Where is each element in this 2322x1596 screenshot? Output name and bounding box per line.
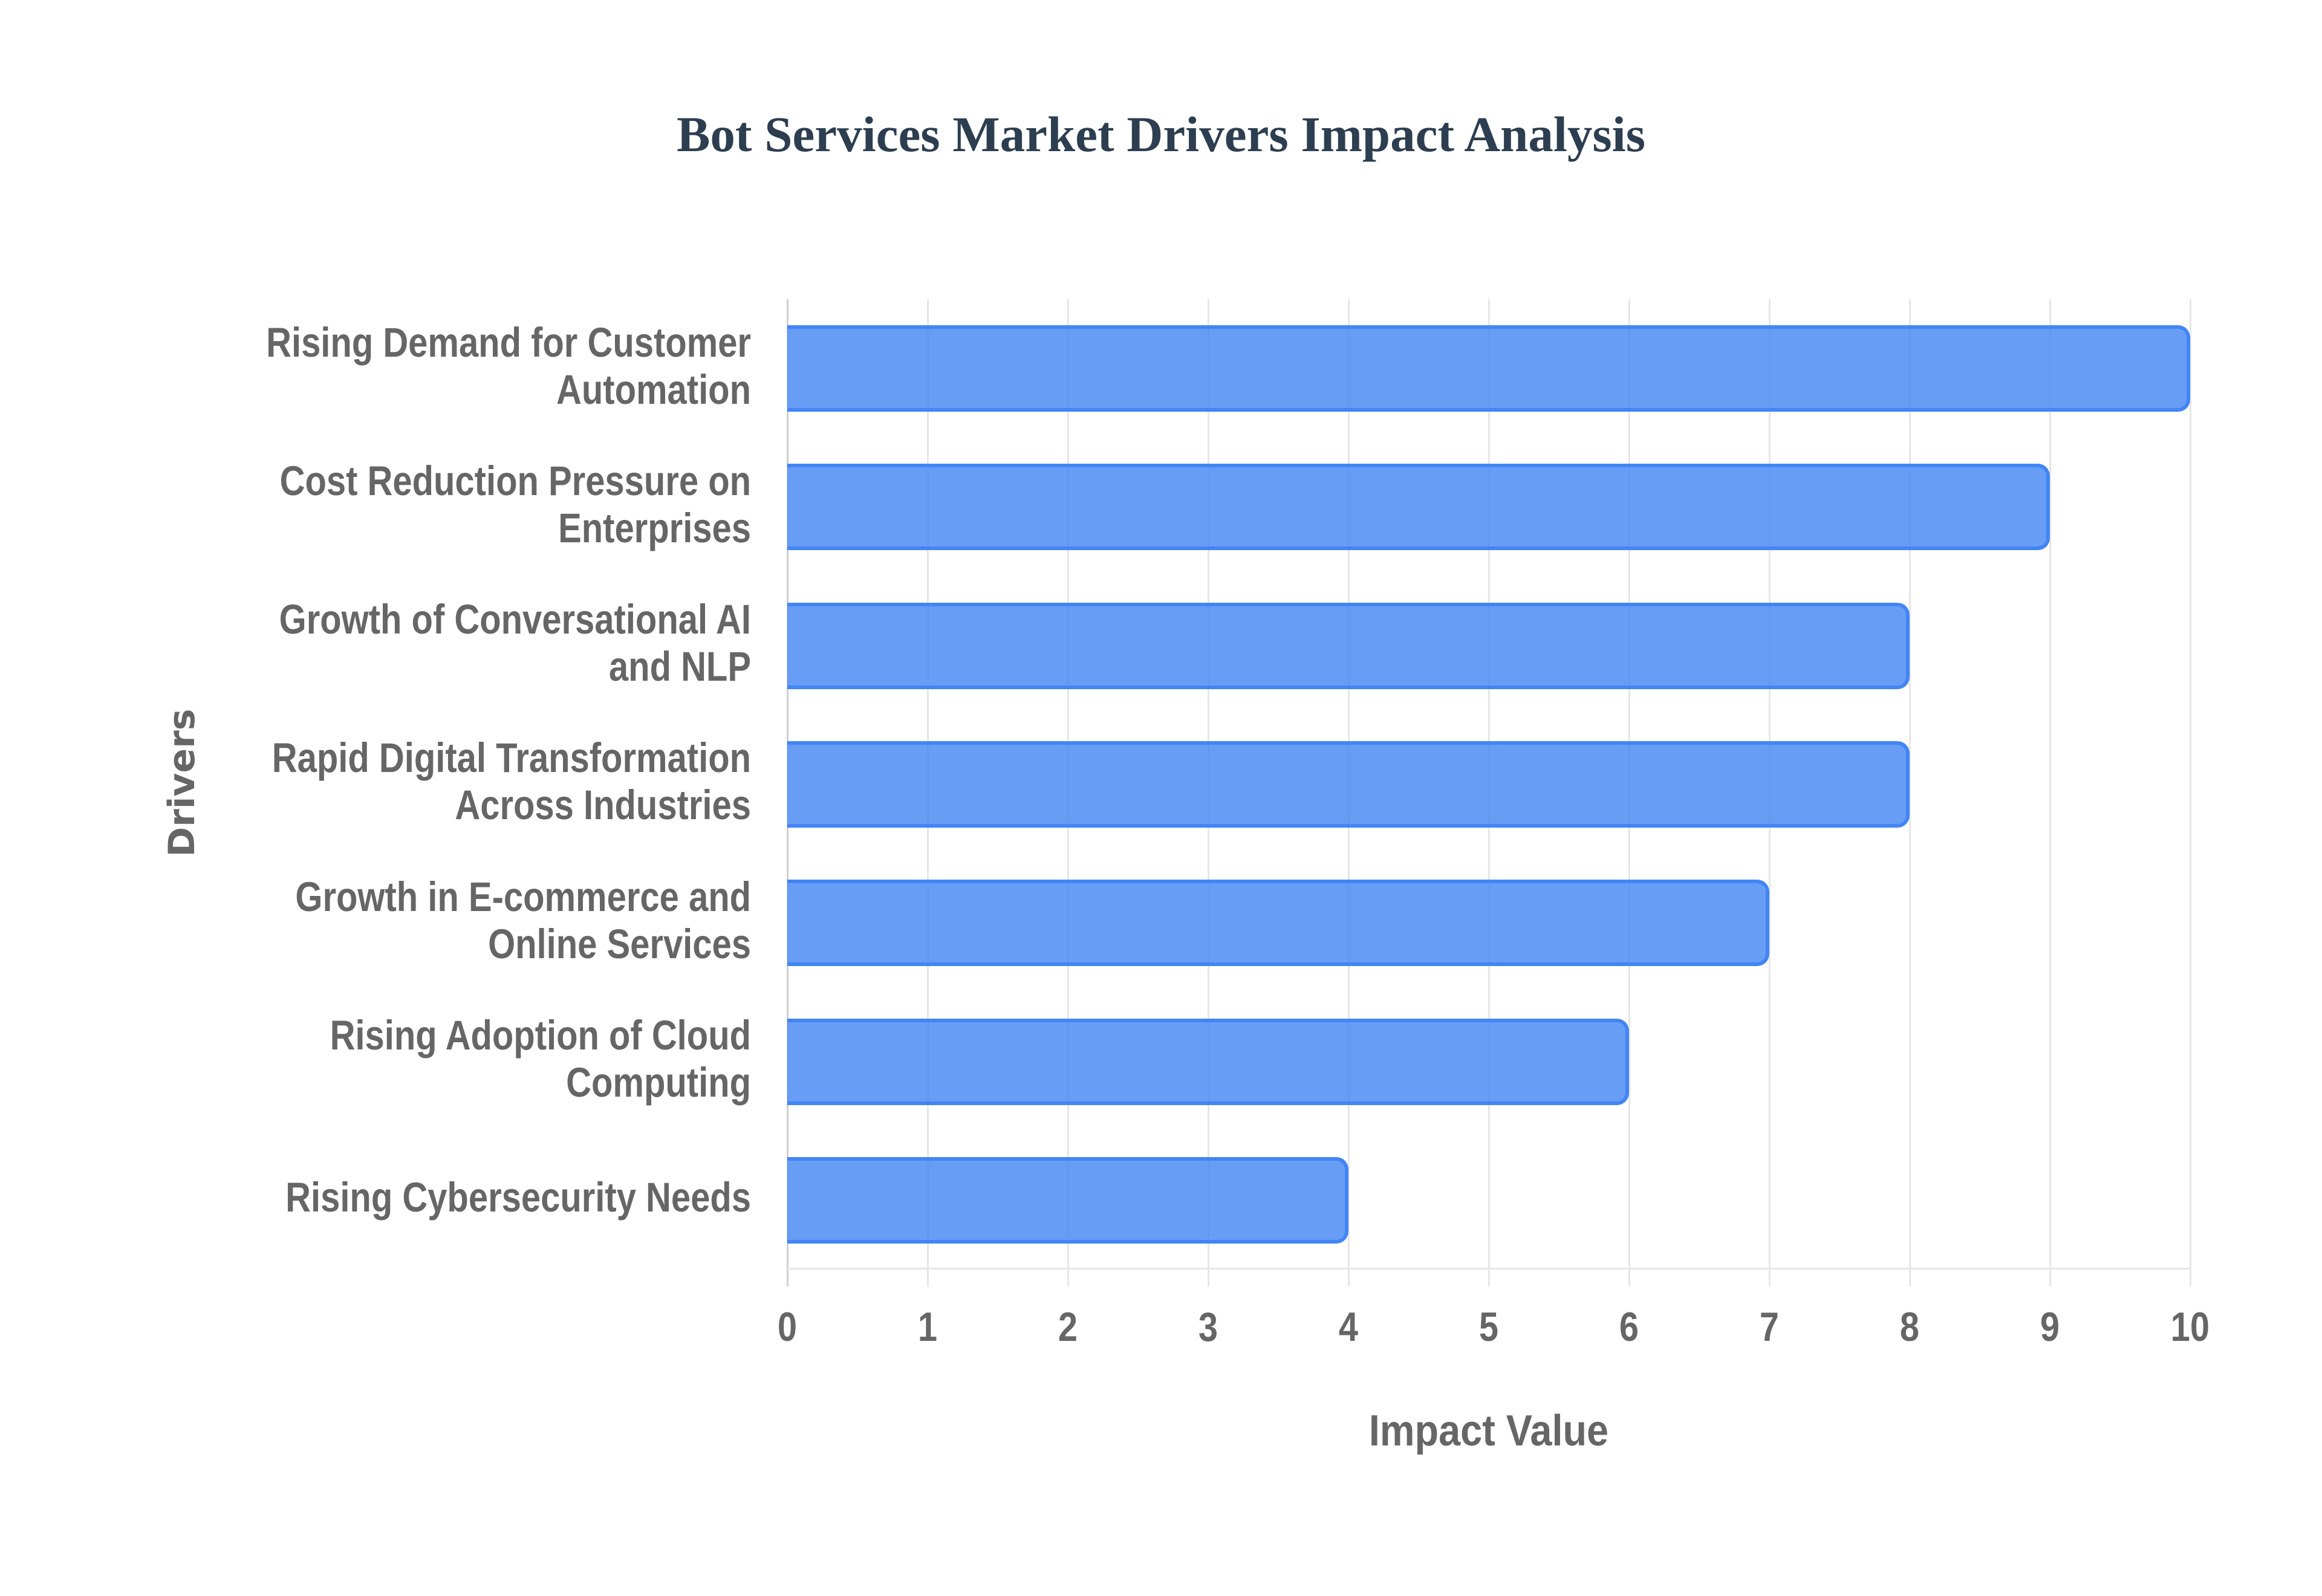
x-tick-text: 7	[1759, 1304, 1780, 1350]
bar[interactable]	[787, 1156, 1348, 1244]
gridline	[1909, 299, 1911, 1286]
x-tick-text: 8	[1899, 1304, 1920, 1350]
bar[interactable]	[787, 1018, 1629, 1105]
bar[interactable]	[787, 741, 1910, 828]
x-tick-text: 9	[2040, 1304, 2060, 1350]
x-tick-label: 7	[1709, 1303, 1830, 1351]
x-tick-label: 3	[1148, 1303, 1269, 1351]
y-tick-label: Rapid Digital Transformation Across Indus…	[86, 735, 751, 829]
y-tick-label: Rising Adoption of Cloud Computing	[86, 1012, 751, 1106]
bar[interactable]	[787, 325, 2190, 412]
gridline	[2190, 299, 2191, 1286]
y-tick-label-line: Growth in E-commerce and	[295, 873, 751, 920]
y-tick-label-line: Rapid Digital Transformation	[272, 735, 751, 782]
x-tick-label: 1	[867, 1303, 988, 1351]
x-tick-label: 0	[727, 1303, 848, 1351]
x-tick-text: 5	[1478, 1304, 1499, 1350]
x-tick-text: 2	[1058, 1304, 1078, 1350]
x-tick-text: 6	[1619, 1304, 1639, 1350]
y-tick-label: Growth of Conversational AI and NLP	[86, 596, 751, 690]
y-tick-label-line: Cost Reduction Pressure on	[279, 457, 751, 504]
y-tick-label-line: Computing	[566, 1059, 751, 1106]
bar[interactable]	[787, 880, 1769, 967]
x-tick-label: 6	[1569, 1303, 1689, 1351]
y-tick-label-line: Rising Demand for Customer	[266, 319, 751, 366]
x-axis-line	[787, 1268, 2190, 1270]
y-tick-label: Rising Demand for Customer Automation	[86, 319, 751, 414]
x-tick-label: 8	[1849, 1303, 1970, 1351]
x-axis-title: Impact Value	[1368, 1407, 1609, 1455]
x-tick-text: 3	[1198, 1304, 1218, 1350]
y-tick-label-line: Growth of Conversational AI	[279, 596, 751, 643]
x-tick-label: 10	[2130, 1303, 2251, 1351]
y-tick-label-line: Enterprises	[558, 504, 751, 551]
y-tick-label-line: Online Services	[488, 920, 751, 967]
y-tick-label: Growth in E-commerce and Online Services	[86, 874, 751, 968]
bar[interactable]	[787, 464, 2050, 551]
y-tick-label-line: Automation	[556, 366, 751, 413]
x-tick-text: 0	[777, 1304, 798, 1350]
bar[interactable]	[787, 602, 1910, 689]
y-tick-label-line: Rising Adoption of Cloud	[330, 1012, 751, 1059]
x-tick-text: 1	[917, 1304, 938, 1350]
x-tick-label: 4	[1288, 1303, 1409, 1351]
y-tick-label: Cost Reduction Pressure on Enterprises	[86, 458, 751, 552]
y-tick-label-line: Rising Cybersecurity Needs	[285, 1174, 751, 1221]
gridline	[2049, 299, 2051, 1286]
x-tick-label: 2	[1007, 1303, 1128, 1351]
x-tick-text: 10	[2170, 1304, 2210, 1350]
y-tick-label: Rising Cybersecurity Needs	[86, 1174, 751, 1221]
plot-area: 0 1 2 3 4 5 6 7 8 9 10	[778, 299, 2210, 1350]
x-tick-label: 9	[1989, 1303, 2110, 1351]
y-tick-label-line: and NLP	[608, 643, 751, 690]
x-tick-label: 5	[1428, 1303, 1549, 1351]
x-tick-text: 4	[1338, 1304, 1359, 1350]
y-tick-label-line: Across Industries	[455, 782, 751, 829]
chart-title: Bot Services Market Drivers Impact Analy…	[676, 106, 1646, 162]
